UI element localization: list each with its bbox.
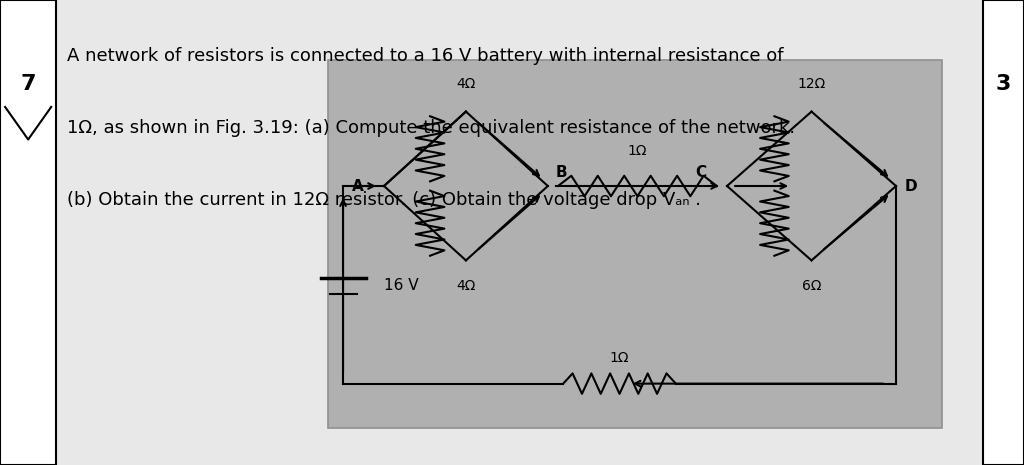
- Text: B: B: [556, 165, 567, 179]
- Text: 16 V: 16 V: [384, 279, 419, 293]
- Bar: [0, 0, 56, 465]
- Bar: [328, 60, 942, 428]
- Text: 1Ω: 1Ω: [609, 351, 630, 365]
- Text: 1Ω, as shown in Fig. 3.19: (a) Compute the equivalent resistance of the network.: 1Ω, as shown in Fig. 3.19: (a) Compute t…: [67, 119, 795, 137]
- Text: 4Ω: 4Ω: [457, 77, 475, 91]
- Text: 3: 3: [995, 73, 1012, 94]
- Text: 6Ω: 6Ω: [802, 279, 821, 293]
- Text: 7: 7: [20, 73, 36, 94]
- Text: A: A: [352, 179, 364, 193]
- Text: (b) Obtain the current in 12Ω resistor. (c) Obtain the voltage drop Vₐₙ .: (b) Obtain the current in 12Ω resistor. …: [67, 191, 700, 209]
- Bar: [983, 0, 1024, 465]
- Text: 1Ω: 1Ω: [628, 144, 647, 158]
- Text: 4Ω: 4Ω: [457, 279, 475, 293]
- Text: A network of resistors is connected to a 16 V battery with internal resistance o: A network of resistors is connected to a…: [67, 47, 783, 65]
- Text: D: D: [904, 179, 916, 193]
- Text: 12Ω: 12Ω: [798, 77, 825, 91]
- Text: C: C: [695, 165, 707, 179]
